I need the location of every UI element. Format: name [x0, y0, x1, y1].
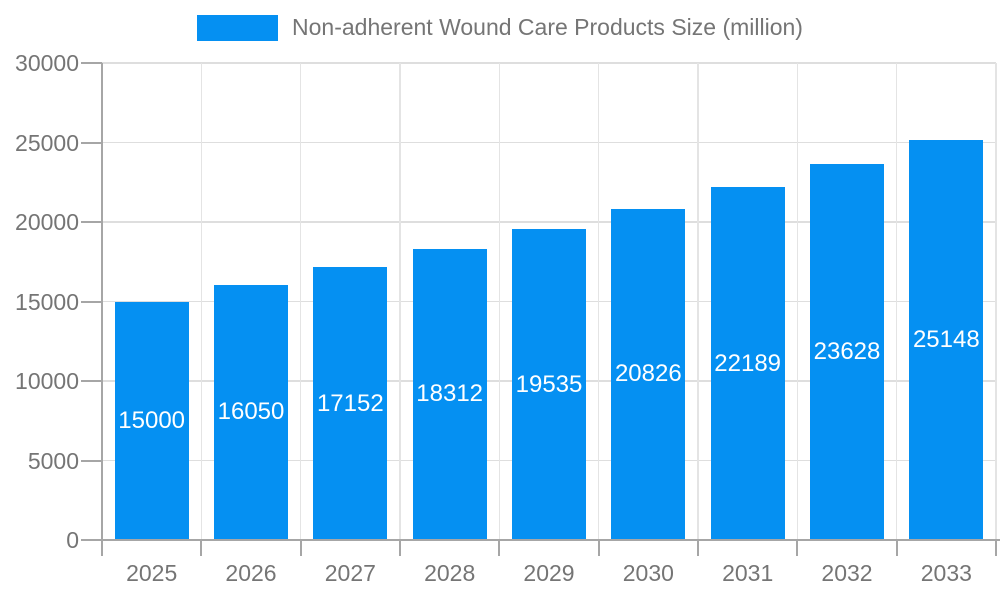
bar-value-label: 25148 — [912, 326, 980, 354]
y-gridline — [102, 62, 996, 64]
y-axis-label: 5000 — [27, 447, 79, 474]
y-tick — [81, 300, 102, 303]
x-gridline — [498, 63, 501, 540]
bar-2027: 17152 — [313, 267, 388, 540]
bar-value-label: 22189 — [714, 349, 782, 377]
x-gridline — [597, 63, 600, 540]
y-axis-label: 30000 — [15, 50, 79, 76]
bar-value-label: 16050 — [217, 398, 285, 426]
bar-value-label: 18312 — [416, 380, 484, 408]
x-tick — [697, 540, 699, 556]
bar-2025: 15000 — [114, 301, 189, 540]
y-tick — [81, 459, 102, 462]
x-tick — [498, 540, 501, 556]
x-tick — [399, 540, 401, 556]
x-gridline — [796, 63, 799, 540]
x-tick — [995, 540, 997, 556]
legend-swatch — [197, 14, 279, 41]
bar-2026: 16050 — [214, 284, 288, 540]
y-tick — [81, 380, 102, 382]
y-axis-label: 10000 — [15, 368, 79, 394]
x-tick — [299, 540, 302, 556]
x-gridline — [200, 63, 203, 540]
y-axis-line — [101, 63, 103, 556]
bar-value-label: 19535 — [515, 370, 583, 398]
bar-value-label: 20826 — [614, 360, 682, 388]
legend: Non-adherent Wound Care Products Size (m… — [0, 14, 1000, 41]
y-axis-label: 25000 — [15, 129, 79, 156]
bar-2033: 25148 — [909, 140, 984, 540]
bar-2030: 20826 — [611, 208, 686, 540]
x-axis-label: 2025 — [126, 560, 178, 586]
y-tick — [81, 141, 102, 144]
x-axis-label: 2030 — [622, 560, 674, 586]
x-gridline — [995, 63, 997, 540]
y-gridline — [102, 221, 996, 223]
legend-label: Non-adherent Wound Care Products Size (m… — [292, 14, 803, 40]
bar-2032: 23628 — [810, 164, 884, 540]
x-gridline — [299, 63, 302, 540]
x-axis-label: 2027 — [324, 560, 376, 586]
bar-value-label: 17152 — [316, 389, 384, 417]
x-gridline — [895, 63, 898, 540]
y-axis-label: 0 — [66, 527, 79, 553]
x-tick — [796, 540, 799, 556]
x-axis-label: 2031 — [722, 560, 774, 586]
bar-2031: 22189 — [710, 187, 785, 540]
x-axis-label: 2029 — [523, 560, 575, 586]
x-tick — [895, 540, 898, 556]
x-axis-label: 2028 — [424, 560, 476, 586]
y-axis-label: 15000 — [15, 288, 79, 315]
y-tick — [81, 62, 102, 64]
y-gridline — [102, 141, 996, 144]
x-gridline — [399, 63, 401, 540]
x-tick — [200, 540, 203, 556]
x-axis-line — [81, 539, 1000, 541]
bar-value-label: 23628 — [813, 338, 881, 366]
bar-2029: 19535 — [512, 229, 586, 540]
bar-value-label: 15000 — [118, 406, 186, 434]
x-axis-label: 2032 — [821, 560, 873, 586]
x-axis-label: 2033 — [920, 560, 972, 586]
y-tick — [81, 221, 102, 223]
bar-2028: 18312 — [412, 248, 487, 540]
x-tick — [597, 540, 600, 556]
y-axis-label: 20000 — [15, 209, 79, 235]
x-axis-label: 2026 — [225, 560, 277, 586]
x-gridline — [697, 63, 699, 540]
